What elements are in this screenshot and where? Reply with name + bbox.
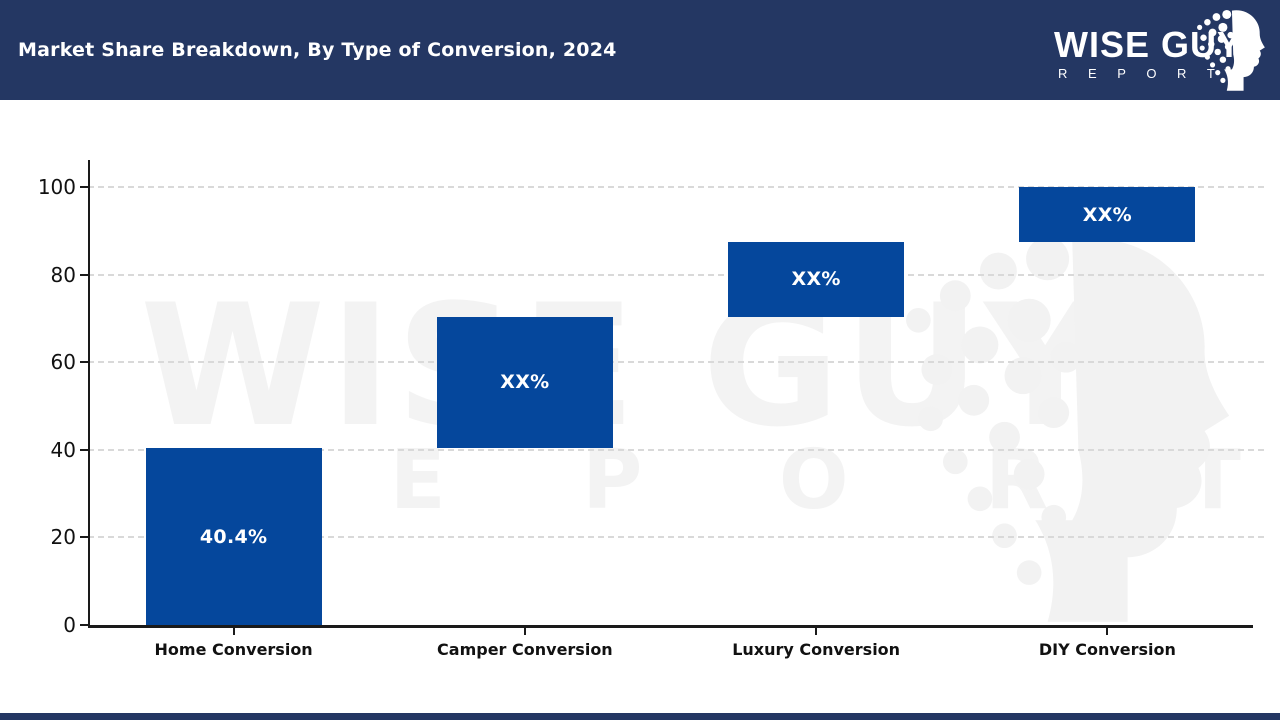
x-tick-mark-home-conversion [232, 628, 235, 635]
y-tick-label-20: 20 [50, 525, 76, 550]
y-axis-line [88, 160, 90, 627]
bar-diy-conversion: XX% [1019, 187, 1196, 243]
bar-camper-conversion: XX% [436, 316, 613, 449]
gridline-40 [88, 448, 1264, 451]
brand-logo-subtitle: R E P O R T S [1058, 66, 1253, 81]
y-tick-label-0: 0 [63, 613, 76, 637]
y-tick-mark-100 [80, 186, 88, 188]
x-tick-mark-diy-conversion [1106, 628, 1109, 635]
y-tick-mark-20 [80, 536, 88, 539]
x-category-label-camper-conversion: Camper Conversion [437, 640, 613, 659]
bar-value-label-luxury-conversion: XX% [791, 268, 841, 291]
x-axis-line [88, 625, 1253, 628]
bar-value-label-camper-conversion: XX% [500, 371, 550, 394]
header-bar: Market Share Breakdown, By Type of Conve… [0, 0, 1280, 100]
chart-title: Market Share Breakdown, By Type of Conve… [18, 39, 617, 61]
y-tick-label-60: 60 [50, 350, 76, 375]
bar-value-label-diy-conversion: XX% [1082, 203, 1132, 226]
footer-bar [0, 713, 1280, 720]
gridline-60 [88, 361, 1264, 364]
y-tick-label-80: 80 [50, 262, 76, 287]
y-tick-mark-60 [80, 361, 88, 364]
bar-home-conversion: 40.4% [145, 448, 322, 625]
x-category-label-diy-conversion: DIY Conversion [1038, 640, 1176, 659]
x-category-label-luxury-conversion: Luxury Conversion [732, 640, 901, 659]
x-tick-mark-luxury-conversion [815, 628, 818, 635]
gridline-20 [88, 536, 1264, 539]
x-category-label-home-conversion: Home Conversion [154, 640, 313, 659]
y-tick-label-40: 40 [50, 437, 76, 462]
bar-value-label-home-conversion: 40.4% [199, 525, 268, 548]
bar-luxury-conversion: XX% [728, 242, 905, 317]
y-tick-mark-80 [80, 273, 88, 276]
dotted-head-icon [1197, 9, 1265, 91]
brand-logo: WISE GUY R E P O R T S [1020, 0, 1270, 100]
gridline-80 [88, 273, 1264, 276]
x-tick-mark-camper-conversion [523, 628, 526, 635]
y-tick-mark-40 [80, 448, 88, 451]
gridline-100 [88, 186, 1264, 188]
watermark-head-icon [906, 237, 1230, 622]
y-tick-mark-0 [80, 624, 88, 626]
y-tick-label-100: 100 [37, 175, 76, 199]
